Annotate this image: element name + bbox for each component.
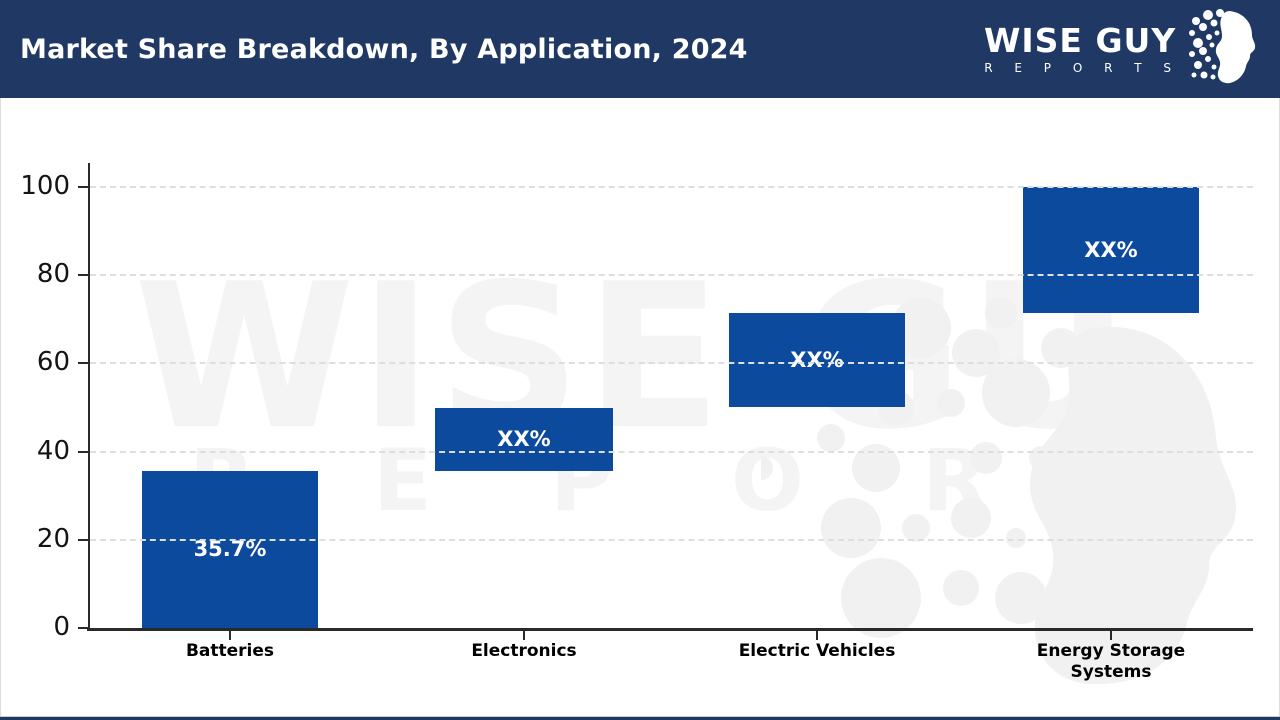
gridline-40 (90, 450, 1253, 453)
x-axis-tick (523, 631, 525, 640)
x-axis-category-label: Electronics (471, 641, 577, 661)
gridline-60 (90, 362, 1253, 365)
x-axis-tick (816, 631, 818, 640)
bar-segment-1: 35.7% (142, 470, 318, 628)
x-axis-category-label: Batteries (185, 641, 275, 661)
gridline-20 (90, 538, 1253, 541)
logo-face-icon (1189, 9, 1256, 84)
y-axis-tick-label: 0 (53, 612, 70, 642)
footer-bar (0, 717, 1280, 720)
y-axis-tick-label: 40 (36, 435, 70, 466)
gridline-100 (90, 186, 1253, 188)
x-axis-line (87, 628, 1253, 631)
logo-subtext: R E P O R T S (984, 60, 1180, 75)
bar-value-label: XX% (497, 427, 551, 452)
y-axis-tick-label: 20 (36, 523, 70, 554)
x-axis-category-label: Electric Vehicles (738, 641, 896, 661)
brand-logo: WISE GUY R E P O R T S (980, 7, 1260, 91)
y-axis-tick (78, 362, 88, 365)
bar-value-label: 35.7% (193, 537, 267, 562)
bar-segment-4: XX% (1023, 187, 1199, 314)
x-axis-category-label: Energy Storage Systems (1036, 641, 1186, 683)
y-axis-tick-label: 100 (20, 171, 70, 201)
y-axis-line (88, 163, 90, 630)
y-axis-tick-label: 80 (36, 259, 70, 290)
bar-segment-2: XX% (435, 407, 613, 471)
bar-segment-3: XX% (729, 313, 905, 408)
bar-value-label: XX% (790, 348, 844, 373)
y-axis-tick (78, 450, 88, 453)
header-bar: Market Share Breakdown, By Application, … (0, 0, 1280, 98)
y-axis-tick (78, 627, 88, 629)
footer-divider (0, 716, 1280, 717)
x-axis-tick (1110, 631, 1112, 640)
y-axis-tick-label: 60 (36, 347, 70, 378)
gridline-80 (90, 274, 1253, 277)
bar-value-label: XX% (1084, 238, 1138, 263)
y-axis-tick (78, 186, 88, 188)
logo-wordmark: WISE GUY (983, 20, 1177, 60)
page-title: Market Share Breakdown, By Application, … (20, 33, 748, 65)
x-axis-tick (229, 631, 231, 640)
y-axis-tick (78, 538, 88, 541)
y-axis-tick (78, 274, 88, 277)
logo-wordmark-block: WISE GUY R E P O R T S (980, 24, 1180, 75)
